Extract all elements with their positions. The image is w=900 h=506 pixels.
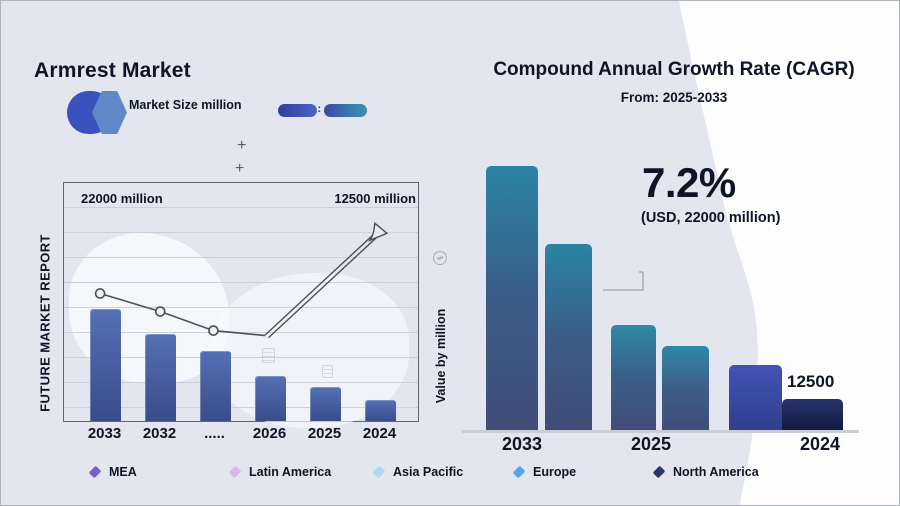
cagr-title: Compound Annual Growth Rate (CAGR) [493, 59, 855, 80]
plus-mark-icon: + [235, 160, 245, 177]
ratio-pill-left-icon [278, 104, 317, 117]
cagr-bar [486, 166, 538, 431]
legend-label: Asia Pacific [393, 465, 464, 479]
cagr-value: 7.2% [642, 159, 736, 206]
value-annotation-2033: 22000 million [81, 191, 163, 206]
ratio-pill-right-icon [324, 104, 367, 117]
market-size-label: Market Size million [129, 98, 242, 112]
chart-gridlines [64, 183, 418, 421]
cagr-bar [611, 325, 656, 431]
document-watermark-icon [262, 348, 275, 363]
legend-diamond-icon [88, 465, 102, 479]
legend-item-asia-pacific: Asia Pacific [372, 465, 464, 479]
trend-arrow-icon [94, 221, 389, 339]
left-xlabel: 2024 [362, 425, 397, 442]
market-size-chart: 22000 million 12500 million [63, 182, 419, 428]
left-bar-2024 [365, 400, 396, 421]
left-xlabel: 2033 [87, 425, 122, 442]
left-xlabel: 2032 [142, 425, 177, 442]
ratio-separator: : [317, 103, 322, 115]
legend-item-mea: MEA [88, 465, 137, 479]
plus-mark-icon: + [237, 137, 247, 154]
cagr-bar [662, 346, 709, 431]
cagr-bar [729, 365, 782, 431]
left-xlabel: ..... [204, 425, 225, 442]
cagr-bar [782, 399, 843, 431]
region-legend: MEA Latin America Asia Pacific Europe North … [1, 465, 899, 485]
watermark-vertical-label: FUTURE MARKET REPORT [37, 234, 53, 412]
page-title: Armrest Market [34, 59, 191, 82]
legend-item-north-america: North America [652, 465, 759, 479]
left-chart-xlabels: 2033 2032..... 2026 2025 2024 [63, 425, 419, 443]
cagr-bar [545, 244, 592, 431]
legend-item-europe: Europe [512, 465, 577, 479]
legend-label: MEA [109, 465, 137, 479]
left-chart-bars [64, 183, 418, 421]
corner-bracket-icon [603, 271, 644, 291]
value-label-12500: 12500 [787, 372, 835, 391]
x-axis-line [462, 430, 859, 433]
minus-circle-icon [433, 251, 447, 265]
left-bar-2033 [90, 309, 121, 421]
value-annotation-2024: 12500 million [334, 191, 416, 206]
legend-label: Europe [533, 465, 577, 479]
cagr-subtitle: From: 2025-2033 [620, 90, 728, 105]
left-xlabel: 2026 [252, 425, 287, 442]
legend-label: North America [673, 465, 759, 479]
market-size-icon [67, 91, 127, 134]
cagr-xlabel: 2024 [799, 434, 841, 454]
y-axis-label: Value by million [434, 308, 448, 404]
legend-label: Latin America [249, 465, 332, 479]
legend-item-latin-america: Latin America [228, 465, 332, 479]
document-watermark-icon [322, 365, 333, 378]
cagr-chart-xlabels: 2033 2025 2024 [1, 434, 899, 454]
left-bar-2032 [145, 334, 176, 421]
left-xlabel: 2025 [307, 425, 342, 442]
left-bar-2026 [255, 376, 286, 421]
legend-diamond-icon [652, 465, 666, 479]
left-bar-2025 [310, 387, 341, 421]
cagr-xlabel: 2033 [501, 434, 543, 454]
cagr-xlabel: 2025 [630, 434, 672, 454]
cagr-detail: (USD, 22000 million) [641, 210, 781, 226]
legend-diamond-icon [512, 465, 526, 479]
left-bar-..... [200, 351, 231, 421]
legend-diamond-icon [228, 465, 242, 479]
legend-diamond-icon [372, 465, 386, 479]
